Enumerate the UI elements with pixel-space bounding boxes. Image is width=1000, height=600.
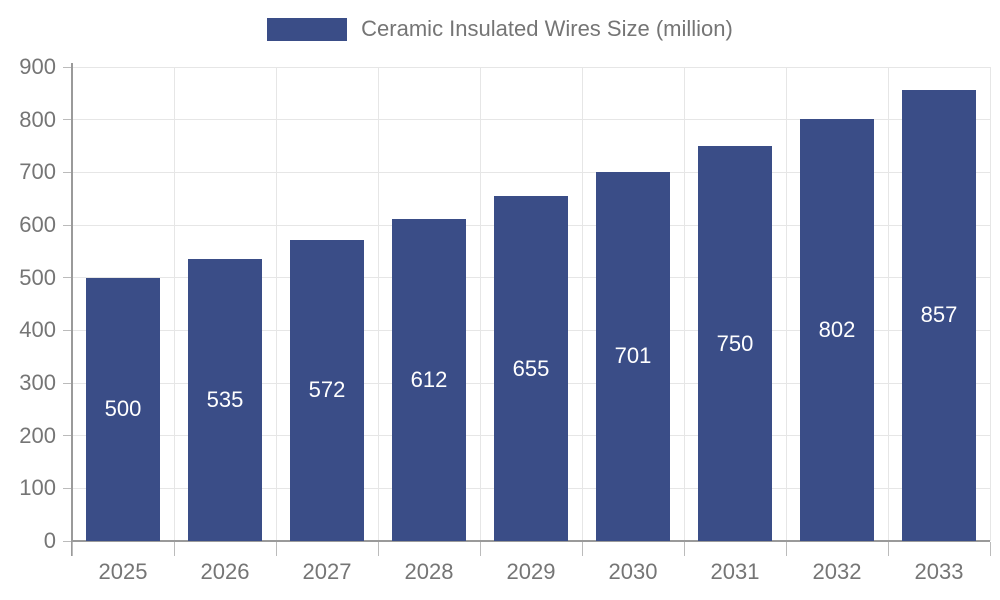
legend-label: Ceramic Insulated Wires Size (million) [361,16,733,41]
bar-2026 [188,259,262,541]
y-tick-500 [63,277,71,279]
x-axis-line [71,540,990,542]
x-tick-4 [479,542,481,556]
bar-2031 [698,146,772,541]
x-tick-0 [71,542,73,556]
gridline-h-800 [72,119,990,121]
y-tick-label-300: 300 [19,370,56,395]
x-tick-label-2027: 2027 [302,559,352,584]
gridline-v-7 [785,67,787,541]
bar-2028 [392,218,466,541]
y-tick-800 [63,119,71,121]
gridline-h-900 [72,66,990,68]
gridline-v-6 [683,67,685,541]
x-tick-2 [275,542,277,556]
bar-value-2032: 802 [818,316,856,342]
bar-2030 [596,171,670,541]
bar-value-2025: 500 [104,396,142,422]
bar-2029 [494,196,568,541]
y-tick-label-0: 0 [43,528,56,553]
bar-value-2031: 750 [716,330,754,356]
x-tick-5 [581,542,583,556]
x-tick-9 [989,542,991,556]
legend[interactable]: Ceramic Insulated Wires Size (million) [0,16,1000,42]
gridline-v-9 [989,67,991,541]
y-tick-label-500: 500 [19,264,56,290]
bar-value-2026: 535 [206,387,244,413]
bar-value-2033: 857 [920,302,958,328]
x-tick-label-2032: 2032 [812,559,862,584]
y-tick-600 [63,224,71,226]
legend-swatch [267,17,348,41]
gridline-h-700 [72,171,990,173]
y-tick-900 [63,66,71,68]
y-tick-300 [63,382,71,384]
x-tick-label-2028: 2028 [404,559,454,584]
x-tick-8 [887,542,889,556]
y-tick-100 [63,487,71,489]
y-tick-label-400: 400 [19,317,56,343]
gridline-v-8 [887,67,889,541]
y-tick-label-800: 800 [19,106,56,132]
y-tick-200 [63,435,71,437]
y-tick-700 [63,171,71,173]
bar-2025 [86,277,160,541]
bar-2027 [290,239,364,541]
gridline-v-2 [275,67,277,541]
gridline-v-1 [173,67,175,541]
bar-value-2029: 655 [512,355,550,381]
x-tick-3 [377,542,379,556]
x-tick-7 [785,542,787,556]
x-tick-label-2029: 2029 [506,559,556,584]
bar-2032 [800,118,874,541]
gridline-v-5 [581,67,583,541]
bar-2033 [902,89,976,541]
y-tick-label-600: 600 [19,212,56,237]
y-axis-line [71,63,73,556]
y-tick-label-700: 700 [19,159,56,185]
x-tick-label-2033: 2033 [914,559,964,584]
gridline-v-3 [377,67,379,541]
x-tick-label-2026: 2026 [200,559,250,584]
bar-value-2027: 572 [308,377,346,403]
y-tick-label-100: 100 [19,475,56,501]
y-tick-label-900: 900 [19,54,56,79]
bar-value-2028: 612 [410,366,448,392]
gridline-v-4 [479,67,481,541]
bar-value-2030: 701 [614,343,652,369]
y-tick-400 [63,329,71,331]
x-tick-6 [683,542,685,556]
x-tick-label-2030: 2030 [608,559,658,584]
y-tick-label-200: 200 [19,422,56,448]
x-tick-label-2031: 2031 [710,559,760,584]
x-tick-1 [173,542,175,556]
y-tick-0 [63,540,71,542]
x-tick-label-2025: 2025 [98,559,148,584]
